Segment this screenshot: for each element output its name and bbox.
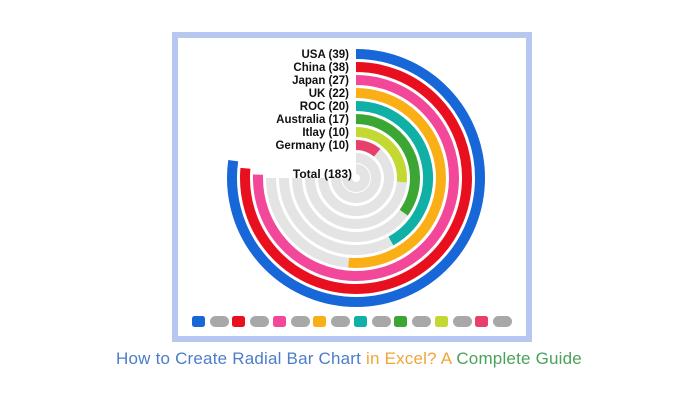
ring-label-germany: Germany (10)	[275, 140, 349, 152]
radial-bar-chart: USA (39)China (38)Japan (27)UK (22)ROC (…	[227, 49, 485, 307]
legend-swatch-australia	[394, 315, 408, 327]
legend-pair-itlay	[434, 315, 472, 327]
inner-track-ring-0	[331, 153, 381, 203]
chart-legend	[192, 315, 512, 327]
arc-usa	[227, 49, 485, 307]
legend-gray-pill	[250, 315, 270, 327]
arc-japan	[253, 75, 459, 281]
legend-gray-pill	[371, 315, 391, 327]
ring-label-japan: Japan (27)	[292, 75, 349, 87]
legend-swatch-germany	[474, 315, 488, 327]
caption-part-green: Complete Guide	[456, 349, 582, 368]
chart-frame: USA (39) China (38) Japan (27) UK (22) ROC (…	[172, 32, 532, 342]
caption: How to Create Radial Bar Chart in Excel?…	[0, 349, 698, 369]
track-roc	[279, 177, 394, 255]
legend-pair-australia	[394, 315, 432, 327]
legend-gray-pill	[331, 315, 351, 327]
legend-gray-pill	[412, 315, 432, 327]
arc-germany	[355, 140, 381, 157]
legend-pair-japan	[272, 315, 310, 327]
ring-label-usa: USA (39)	[302, 49, 350, 61]
track-germany	[318, 148, 394, 216]
track-uk	[266, 177, 350, 268]
total-label: Total (183)	[293, 167, 352, 181]
legend-swatch-japan	[272, 315, 286, 327]
arc-australia	[355, 114, 420, 216]
legend-gray-pill	[290, 315, 310, 327]
ring-label-uk: UK (22)	[309, 88, 349, 100]
legend-pair-uk	[313, 315, 351, 327]
arc-uk	[348, 88, 446, 268]
track-australia	[292, 177, 408, 242]
legend-gray-pill	[452, 315, 472, 327]
legend-gray-pill	[210, 315, 229, 327]
legend-pair-usa	[192, 315, 229, 327]
legend-swatch-roc	[353, 315, 367, 327]
legend-pair-germany	[474, 315, 512, 327]
legend-pair-roc	[353, 315, 391, 327]
track-itlay	[305, 177, 407, 229]
caption-part-orange: in Excel? A	[366, 349, 457, 368]
ring-label-australia: Australia (17)	[276, 114, 349, 126]
ring-label-china: China (38)	[293, 62, 349, 74]
arc-itlay	[355, 127, 407, 183]
legend-swatch-uk	[313, 315, 327, 327]
ring-label-roc: ROC (20)	[300, 101, 349, 113]
legend-swatch-usa	[192, 315, 205, 327]
caption-part-blue: How to Create Radial Bar Chart	[116, 349, 367, 368]
legend-pair-china	[232, 315, 270, 327]
legend-swatch-china	[232, 315, 246, 327]
legend-gray-pill	[492, 315, 512, 327]
legend-swatch-itlay	[434, 315, 448, 327]
arc-roc	[355, 101, 433, 246]
inner-track-ring-1	[342, 164, 370, 192]
arc-china	[240, 62, 472, 294]
ring-label-itlay: Itlay (10)	[302, 127, 349, 139]
